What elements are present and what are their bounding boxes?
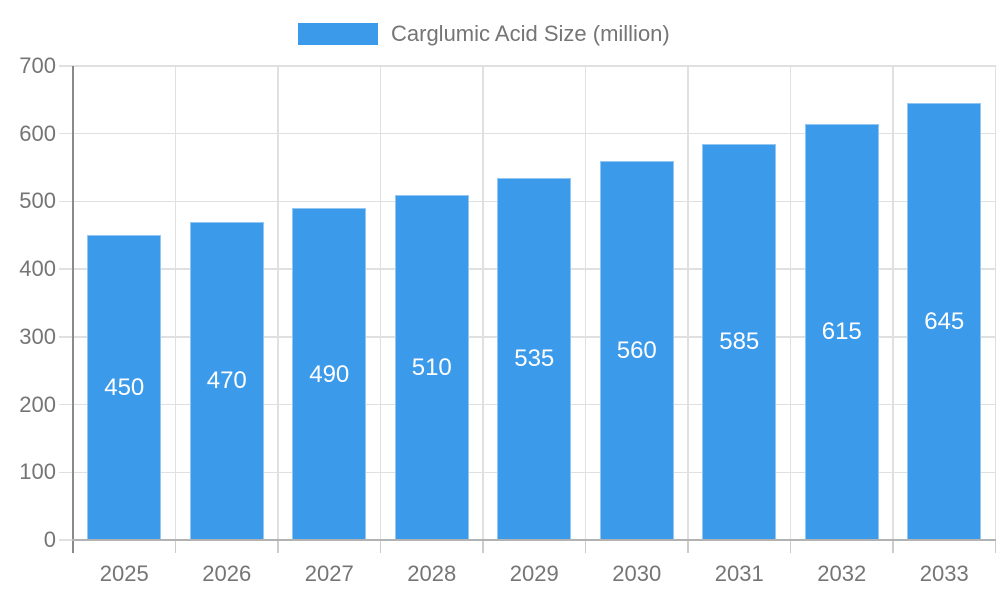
bar-value-label: 490 xyxy=(309,360,350,388)
x-tick-label: 2029 xyxy=(509,561,559,586)
v-gridline xyxy=(277,66,279,540)
y-tick-label: 500 xyxy=(19,188,56,214)
y-tick-label: 600 xyxy=(19,120,56,146)
bar[interactable]: 470 xyxy=(189,221,264,540)
y-axis-line xyxy=(72,66,74,553)
bar-value-label: 470 xyxy=(206,367,247,395)
v-gridline xyxy=(482,66,484,540)
y-tick-label: 300 xyxy=(19,323,56,349)
legend-swatch xyxy=(298,23,378,45)
bar-value-label: 585 xyxy=(719,328,760,356)
x-axis-tick xyxy=(482,540,484,553)
bar[interactable]: 560 xyxy=(599,160,674,540)
x-axis-tick xyxy=(994,540,997,553)
bar[interactable]: 535 xyxy=(497,177,572,540)
bar-value-label: 615 xyxy=(821,318,862,346)
v-gridline xyxy=(379,66,382,540)
v-gridline xyxy=(584,66,587,540)
y-tick-label: 100 xyxy=(19,459,56,485)
v-gridline xyxy=(687,66,689,540)
bar[interactable]: 510 xyxy=(394,194,469,540)
v-gridline xyxy=(789,66,792,540)
x-tick-label: 2025 xyxy=(99,561,149,586)
v-gridline xyxy=(994,66,997,540)
x-axis-tick xyxy=(174,540,177,553)
v-gridline xyxy=(892,66,894,540)
x-axis-tick xyxy=(584,540,587,553)
chart-legend[interactable]: Carglumic Acid Size (million) xyxy=(298,21,670,47)
bar-value-label: 535 xyxy=(514,345,555,373)
bar[interactable]: 490 xyxy=(292,208,367,540)
x-tick-label: 2033 xyxy=(919,561,969,586)
bar-value-label: 450 xyxy=(104,374,145,402)
y-tick-label: 400 xyxy=(19,256,56,282)
bar[interactable]: 585 xyxy=(702,143,777,540)
bar[interactable]: 450 xyxy=(87,235,162,540)
x-axis-tick xyxy=(789,540,792,553)
x-axis-line xyxy=(72,539,996,541)
y-tick-label: 200 xyxy=(19,391,56,417)
bar-value-label: 645 xyxy=(924,308,965,336)
x-tick-label: 2031 xyxy=(714,561,764,586)
y-tick-label: 700 xyxy=(19,53,56,78)
x-axis-tick xyxy=(687,540,689,553)
v-gridline xyxy=(174,66,177,540)
h-gridline xyxy=(59,132,996,135)
h-gridline xyxy=(59,65,996,67)
y-tick-label: 0 xyxy=(43,527,56,552)
x-tick-label: 2032 xyxy=(817,561,867,586)
bar[interactable]: 645 xyxy=(907,103,982,540)
bar-value-label: 510 xyxy=(411,353,452,381)
x-axis-tick xyxy=(277,540,279,553)
x-tick-label: 2027 xyxy=(304,561,354,586)
x-tick-label: 2030 xyxy=(612,561,662,586)
bar[interactable]: 615 xyxy=(804,123,879,540)
x-tick-label: 2028 xyxy=(407,561,457,586)
x-axis-tick xyxy=(892,540,894,553)
legend-label: Carglumic Acid Size (million) xyxy=(391,21,670,46)
x-tick-label: 2026 xyxy=(202,561,252,586)
bar-value-label: 560 xyxy=(616,336,657,364)
x-axis-tick xyxy=(379,540,382,553)
